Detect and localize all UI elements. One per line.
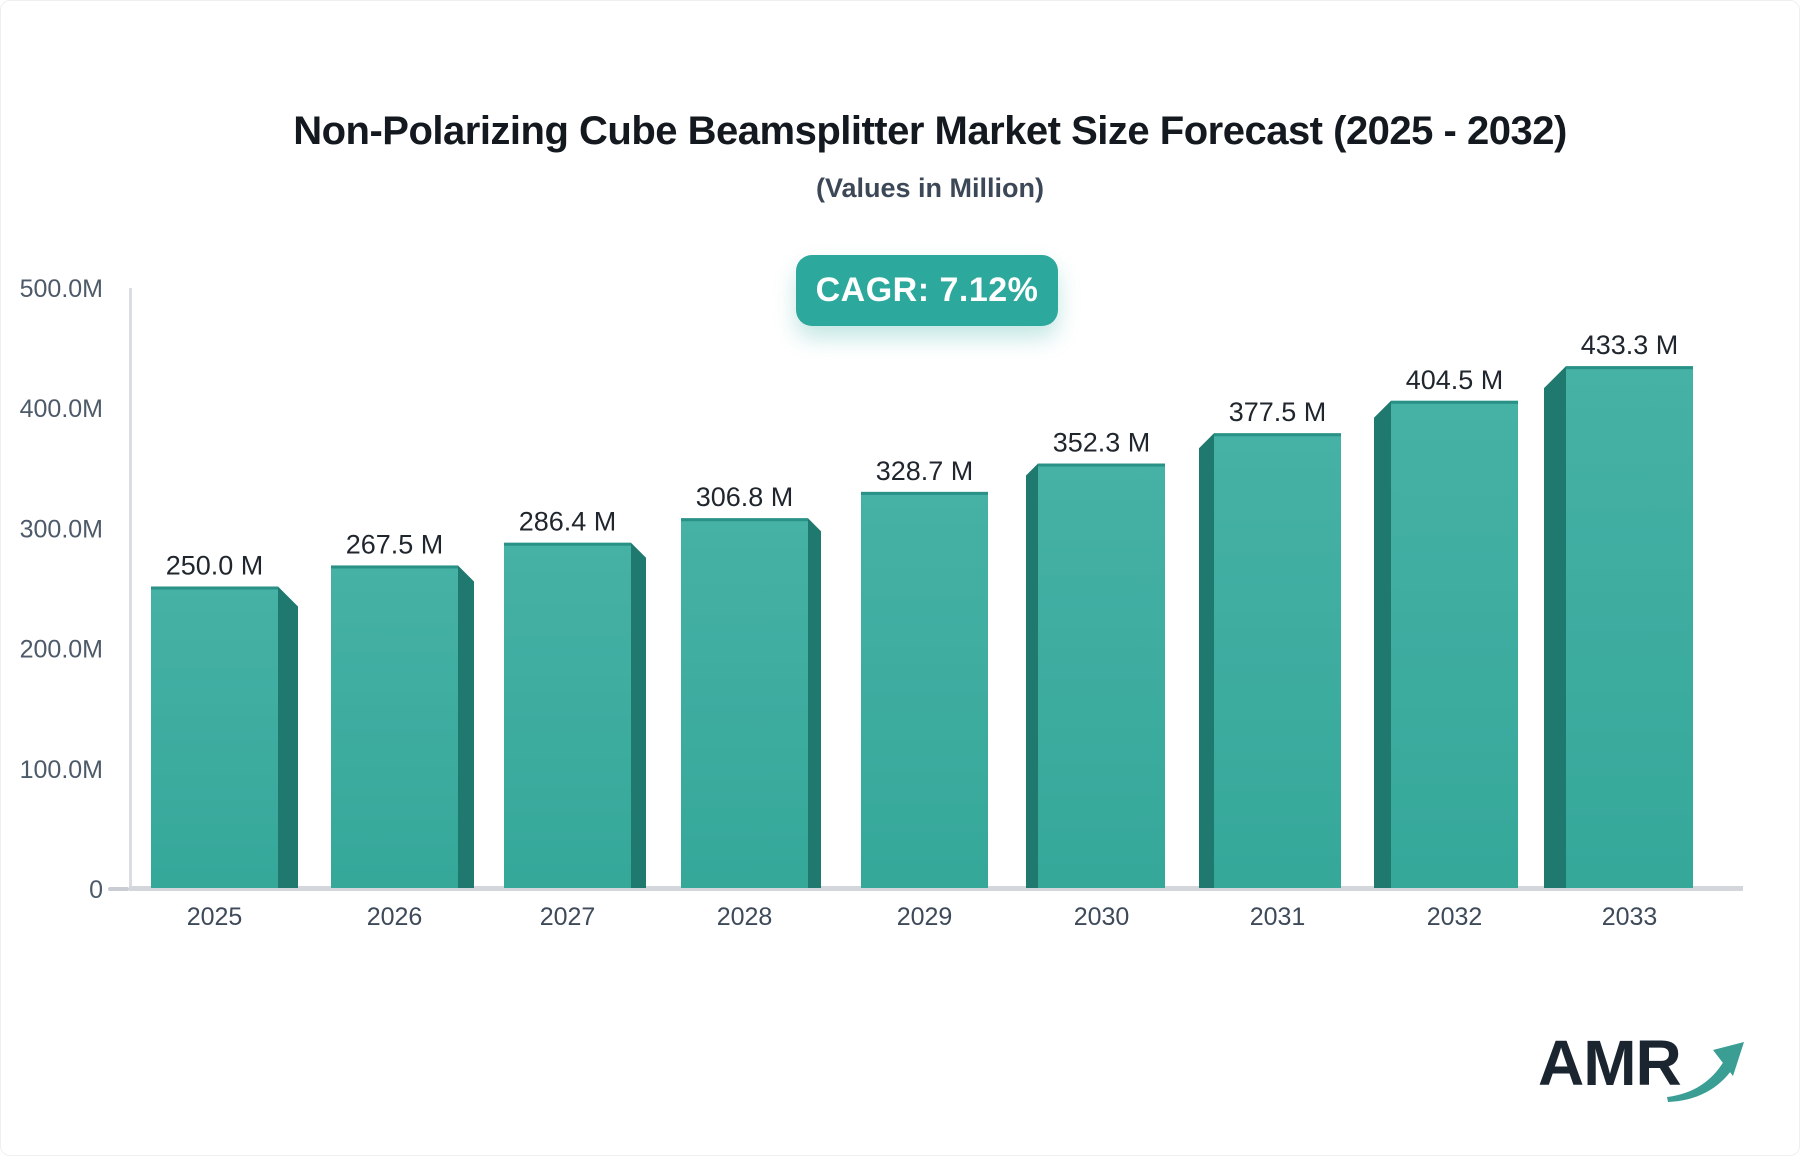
amr-logo-text: AMR: [1538, 1027, 1682, 1099]
x-category-label: 2032: [1427, 903, 1483, 931]
bar-value-label: 306.8 M: [696, 482, 794, 512]
bar-value-label: 404.5 M: [1406, 365, 1504, 395]
bar-top-edge: [331, 565, 458, 569]
bar-top-edge: [1566, 366, 1693, 370]
bar-front-face: [504, 542, 631, 888]
y-tick-label: 100.0M: [20, 756, 103, 784]
y-axis-line: [129, 288, 132, 889]
bar-top-edge: [681, 518, 808, 522]
bar-side-face: [808, 518, 821, 888]
x-category-label: 2033: [1602, 903, 1658, 931]
y-tick-label: 0: [89, 876, 103, 904]
bar-top-edge: [1391, 400, 1518, 404]
bar-front-face: [1214, 433, 1341, 888]
y-tick-label: 200.0M: [20, 636, 103, 664]
bar-front-face: [1391, 400, 1518, 888]
x-axis-line: [129, 886, 1743, 891]
bar-value-label: 286.4 M: [519, 507, 617, 537]
bar-front-face: [861, 491, 988, 888]
y-tick-label: 500.0M: [20, 275, 103, 303]
bar-2026: 267.5 M 2026: [331, 529, 474, 931]
bar-top-edge: [1214, 433, 1341, 437]
bar-side-face: [1199, 433, 1214, 888]
cagr-badge-label: CAGR: 7.12%: [815, 271, 1039, 309]
x-category-label: 2029: [897, 903, 953, 931]
bar-front-face: [1038, 463, 1165, 888]
bar-2025: 250.0 M 2025: [151, 551, 298, 931]
bar-2028: 306.8 M 2028: [681, 482, 821, 931]
x-category-label: 2031: [1250, 903, 1306, 931]
chart-subtitle: (Values in Million): [815, 173, 1045, 203]
bar-value-label: 328.7 M: [876, 456, 974, 486]
bar-value-label: 433.3 M: [1581, 330, 1679, 360]
y-tick-label: 300.0M: [20, 515, 103, 543]
bar-side-face: [278, 586, 298, 888]
bar-side-face: [1026, 463, 1038, 888]
y-tick-label: 400.0M: [20, 395, 103, 423]
bar-2031: 377.5 M 2031: [1199, 397, 1341, 931]
bar-front-face: [151, 586, 278, 888]
bar-side-face: [631, 542, 646, 888]
bar-2027: 286.4 M 2027: [504, 507, 646, 931]
bar-side-face: [458, 565, 474, 888]
bar-front-face: [1566, 366, 1693, 888]
growth-arrow-icon: [1666, 1042, 1744, 1102]
bar-top-edge: [504, 542, 631, 546]
bar-side-face: [1374, 400, 1391, 888]
bar-front-face: [331, 565, 458, 888]
cagr-badge: CAGR: 7.12%: [796, 255, 1058, 326]
x-category-label: 2026: [367, 903, 423, 931]
chart-title: Non-Polarizing Cube Beamsplitter Market …: [293, 109, 1567, 153]
bar-top-edge: [861, 491, 988, 495]
x-category-label: 2025: [187, 903, 243, 931]
bar-2032: 404.5 M 2032: [1374, 365, 1518, 931]
bar-side-face: [1544, 366, 1566, 888]
bar-top-edge: [1038, 463, 1165, 467]
bar-value-label: 250.0 M: [166, 551, 264, 581]
amr-logo: AMR: [1538, 1031, 1751, 1103]
bar-value-label: 267.5 M: [346, 529, 444, 559]
zero-tick-mark: [108, 887, 129, 891]
x-category-label: 2030: [1074, 903, 1130, 931]
bar-2029: 328.7 M 2029: [861, 456, 988, 931]
bar-2033: 433.3 M 2033: [1544, 330, 1693, 931]
bar-value-label: 352.3 M: [1053, 428, 1151, 458]
bar-top-edge: [151, 586, 278, 590]
x-category-label: 2027: [540, 903, 596, 931]
bar-2030: 352.3 M 2030: [1026, 428, 1165, 931]
bar-front-face: [681, 518, 808, 888]
x-category-label: 2028: [717, 903, 773, 931]
bar-value-label: 377.5 M: [1229, 397, 1327, 427]
